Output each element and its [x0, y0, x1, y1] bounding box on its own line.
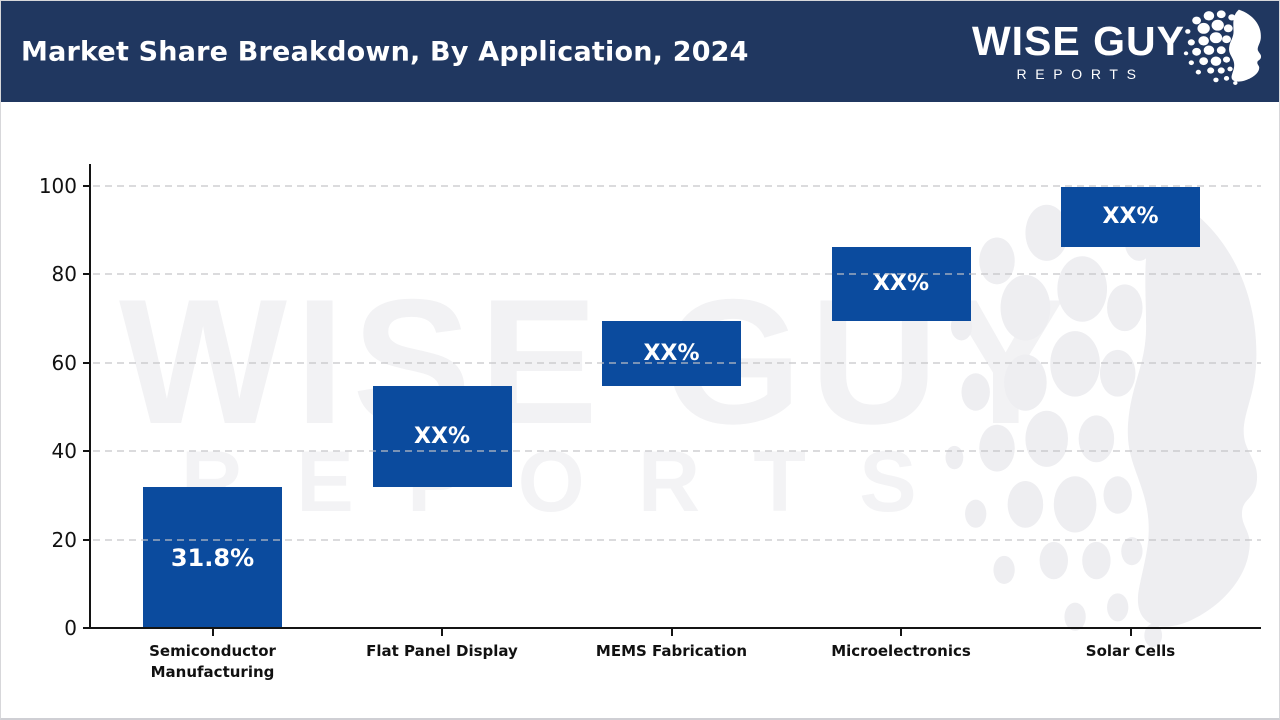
wise-guy-head-icon [1179, 8, 1267, 94]
bar-segment: XX% [372, 385, 512, 488]
bar-segment: XX% [602, 320, 741, 386]
x-category-label: MEMS Fabrication [595, 642, 748, 660]
x-axis-tick [441, 629, 443, 636]
gridline [93, 361, 1261, 364]
y-axis-tick-label: 100 [38, 174, 77, 198]
x-axis-tick [211, 629, 214, 636]
y-axis-tick-label: 60 [51, 350, 77, 375]
bar-value-label: XX% [414, 424, 470, 450]
y-axis-tick [83, 185, 90, 187]
y-axis-tick-label: 40 [51, 439, 77, 464]
bar-value-label: XX% [1102, 204, 1159, 230]
y-axis-tick-label: 80 [51, 262, 77, 287]
y-axis-tick-label: 0 [64, 616, 77, 640]
x-category-label: Flat Panel Display [366, 642, 518, 660]
x-axis-line [89, 627, 1261, 629]
gridline [93, 538, 1261, 541]
watermark-head-icon [926, 186, 1280, 701]
bar-segment: XX% [1061, 186, 1200, 247]
logo-subtitle: REPORTS [1016, 65, 1145, 82]
x-axis-tick [670, 629, 673, 636]
logo-text: WISE GUY REPORTS [971, 18, 1185, 82]
logo-wordmark: WISE GUY [971, 18, 1185, 65]
header: Market Share Breakdown, By Application, … [1, 1, 1279, 102]
y-axis-tick [83, 627, 90, 629]
y-axis-tick [83, 273, 90, 276]
y-axis-line [89, 164, 91, 629]
y-axis-tick-label: 20 [51, 527, 77, 552]
bar-segment: XX% [831, 246, 971, 321]
y-axis-tick [83, 361, 90, 364]
x-category-label: Semiconductor Manufacturing [149, 642, 276, 681]
gridline [93, 185, 1261, 187]
y-axis-tick [83, 538, 90, 541]
x-category-label: Solar Cells [1085, 642, 1176, 660]
bar-value-label: XX% [643, 340, 700, 366]
x-category-label: Microelectronics [831, 642, 971, 660]
x-axis-tick [1129, 629, 1132, 636]
wise-guy-logo: WISE GUY REPORTS [972, 8, 1267, 94]
y-axis-tick [83, 450, 90, 453]
gridline [93, 450, 1261, 453]
x-axis-tick [900, 629, 902, 636]
chart-title: Market Share Breakdown, By Application, … [21, 36, 749, 67]
gridline [93, 273, 1261, 276]
bar-segment: 31.8% [143, 487, 282, 628]
bar-value-label: 31.8% [170, 543, 255, 572]
watermark-subtitle: REPORTS [181, 434, 970, 530]
